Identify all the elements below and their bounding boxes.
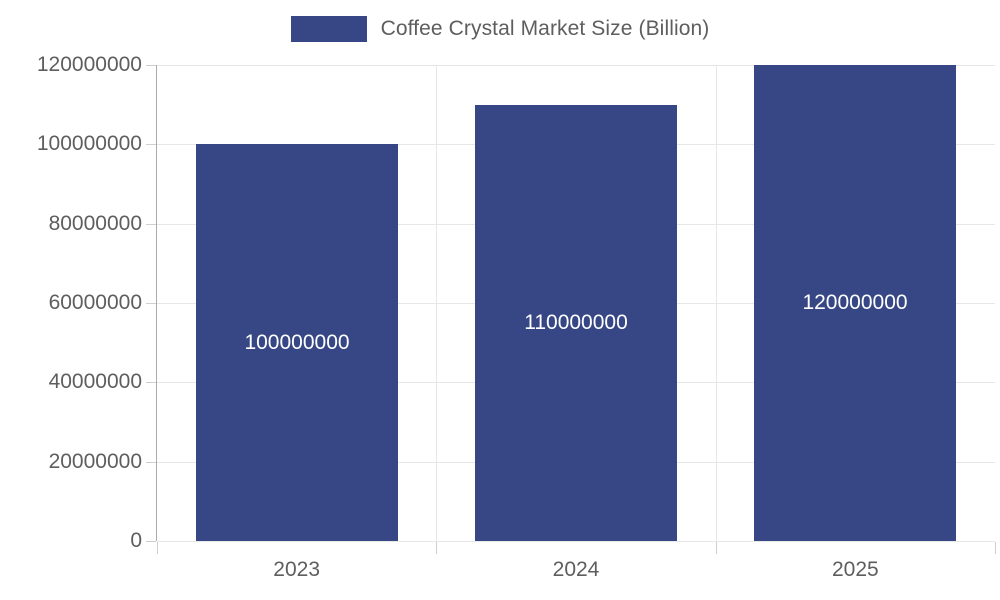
y-axis-tick-label: 40000000	[48, 370, 142, 394]
x-axis-tick-label: 2024	[552, 558, 600, 581]
bar-value-label: 110000000	[524, 310, 628, 334]
gridline-horizontal	[157, 65, 995, 66]
y-axis-tick-mark	[146, 541, 156, 542]
y-axis-tick-mark	[146, 223, 156, 225]
x-axis-tick-mark	[436, 542, 437, 554]
bar-2024[interactable]: 110000000	[475, 104, 677, 541]
bar-2025[interactable]: 120000000	[754, 65, 956, 541]
bar-value-label: 100000000	[244, 330, 350, 354]
y-axis-tick-mark	[146, 144, 156, 146]
plot-area: 100000000 110000000 120000000	[157, 65, 995, 542]
legend-color-swatch	[290, 16, 367, 42]
x-axis-tick-label: 2025	[831, 558, 879, 581]
chart-legend: Coffee Crystal Market Size (Billion)	[0, 0, 1000, 58]
legend-label: Coffee Crystal Market Size (Billion)	[380, 17, 710, 40]
y-axis-tick-label: 120000000	[36, 53, 142, 76]
x-axis-tick-label: 2023	[273, 558, 321, 581]
bar-value-label: 120000000	[802, 291, 908, 314]
gridline-vertical	[716, 65, 717, 541]
y-axis-tick-label: 100000000	[36, 132, 142, 156]
legend-item-coffee-crystal-market-size[interactable]: Coffee Crystal Market Size (Billion)	[290, 16, 710, 42]
y-axis-tick-label: 0	[130, 529, 142, 552]
y-axis-tick-label: 60000000	[48, 291, 142, 314]
x-axis-tick-mark	[157, 542, 158, 554]
y-axis-tick-mark	[146, 303, 156, 304]
y-axis-tick-label: 20000000	[48, 449, 142, 473]
y-axis-tick-mark	[146, 382, 156, 384]
gridline-vertical	[436, 65, 437, 541]
gridline-horizontal	[157, 541, 995, 542]
bar-2023[interactable]: 100000000	[196, 144, 398, 541]
y-axis-tick-label: 80000000	[48, 211, 142, 235]
y-axis-tick-mark	[146, 461, 156, 463]
x-axis-tick-mark	[995, 542, 996, 554]
y-axis-tick-mark	[146, 65, 156, 66]
x-axis-tick-mark	[716, 542, 717, 554]
